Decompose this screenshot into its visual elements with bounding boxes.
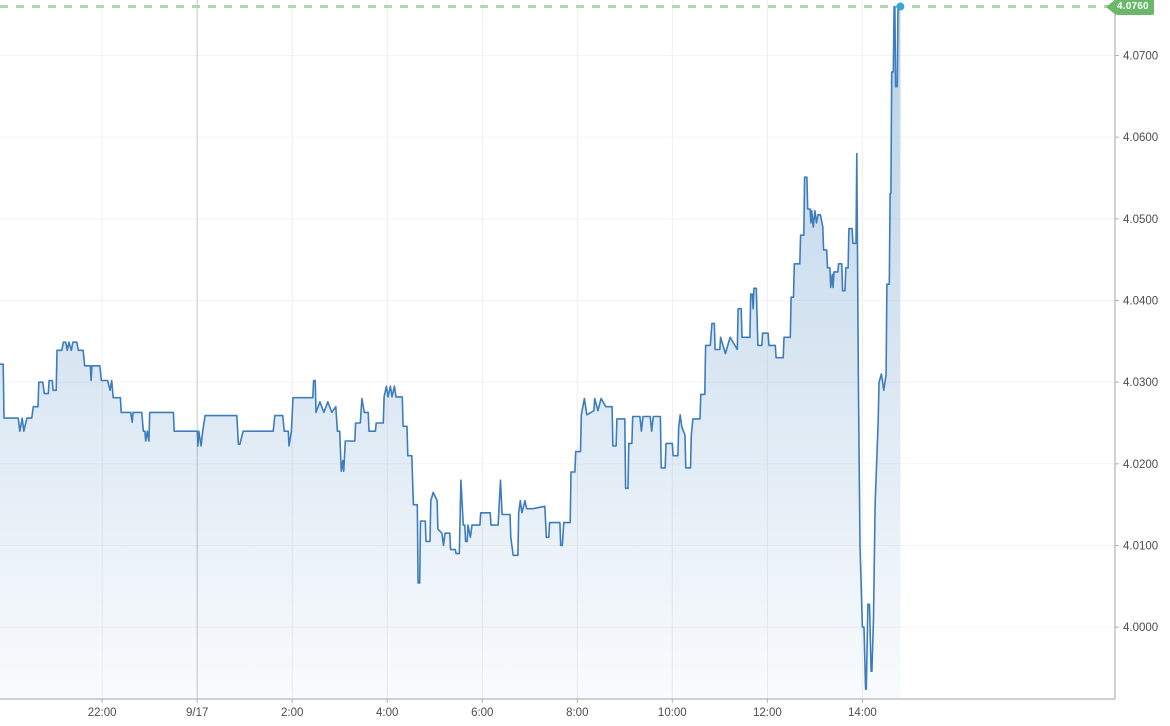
x-axis-tick-label: 2:00 — [281, 707, 303, 719]
y-axis-tick-label: 4.0000 — [1123, 622, 1158, 634]
x-axis-tick-label: 6:00 — [471, 707, 493, 719]
x-axis-tick-label: 12:00 — [753, 707, 782, 719]
price-badge-arrow-icon — [1106, 0, 1116, 15]
last-price-badge: 4.0760 — [1106, 0, 1154, 15]
x-axis-tick-label: 4:00 — [376, 707, 398, 719]
y-axis-tick-label: 4.0400 — [1123, 296, 1158, 308]
y-axis-tick-label: 4.0700 — [1123, 51, 1158, 63]
x-axis-tick-label: 10:00 — [658, 707, 687, 719]
x-axis-tick-label: 8:00 — [566, 707, 588, 719]
y-axis-tick-label: 4.0100 — [1123, 540, 1158, 552]
y-axis-tick-label: 4.0600 — [1123, 132, 1158, 144]
y-axis-tick-label: 4.0200 — [1123, 459, 1158, 471]
y-axis-tick-label: 4.0300 — [1123, 377, 1158, 389]
x-axis-tick-label: 22:00 — [88, 707, 117, 719]
x-axis-tick-label: 14:00 — [848, 707, 877, 719]
price-badge-label: 4.0760 — [1116, 0, 1154, 15]
x-axis-tick-label: 9/17 — [186, 707, 208, 719]
y-axis-tick-label: 4.0500 — [1123, 214, 1158, 226]
